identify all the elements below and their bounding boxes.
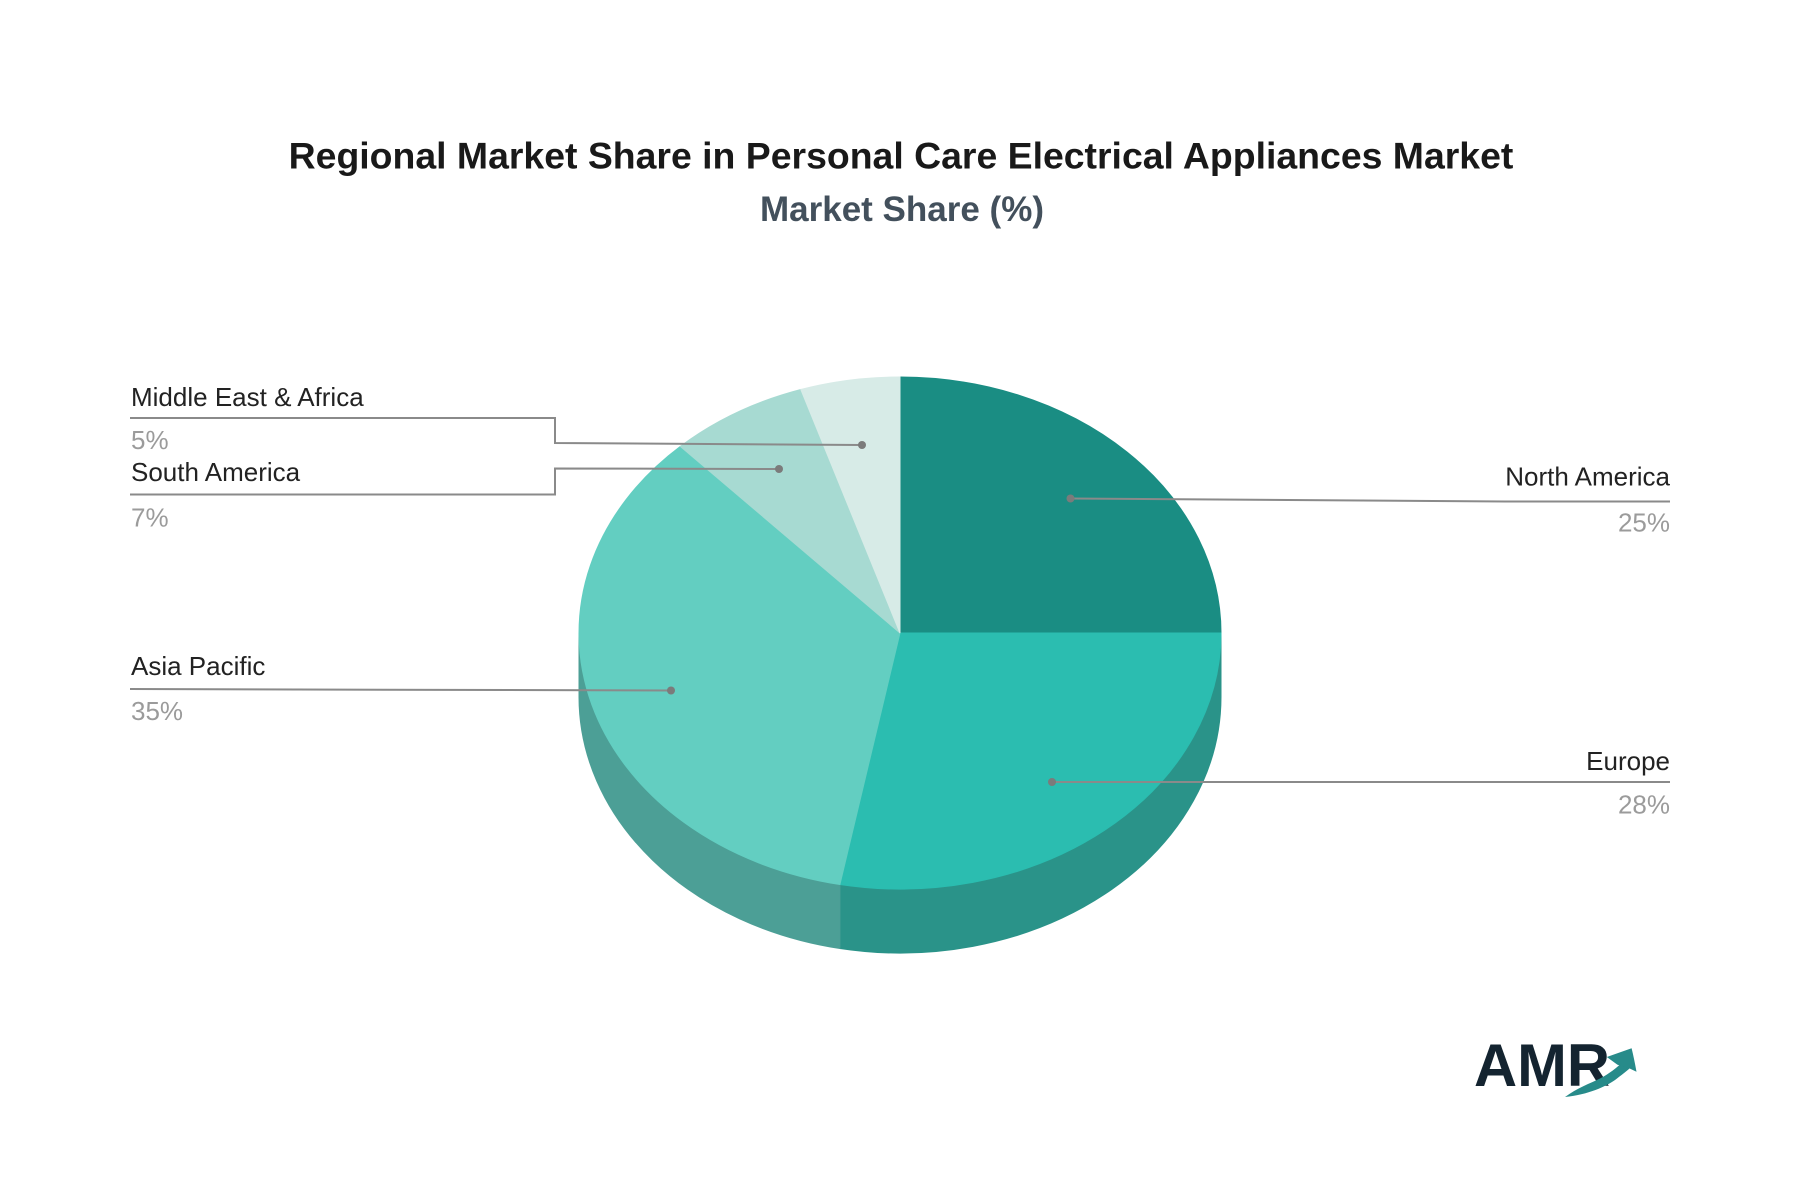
svg-text:28%: 28% [1618,790,1670,820]
svg-text:Asia Pacific: Asia Pacific [131,651,265,681]
svg-text:South America: South America [131,457,301,487]
svg-text:7%: 7% [131,503,169,533]
svg-text:Europe: Europe [1586,746,1670,776]
svg-text:Regional Market Share in Perso: Regional Market Share in Personal Care E… [289,135,1514,177]
svg-text:25%: 25% [1618,508,1670,538]
svg-text:5%: 5% [131,425,169,455]
svg-text:Market Share (%): Market Share (%) [760,190,1044,229]
svg-text:35%: 35% [131,696,183,726]
svg-text:Middle East & Africa: Middle East & Africa [131,382,364,412]
svg-text:North America: North America [1505,462,1670,492]
